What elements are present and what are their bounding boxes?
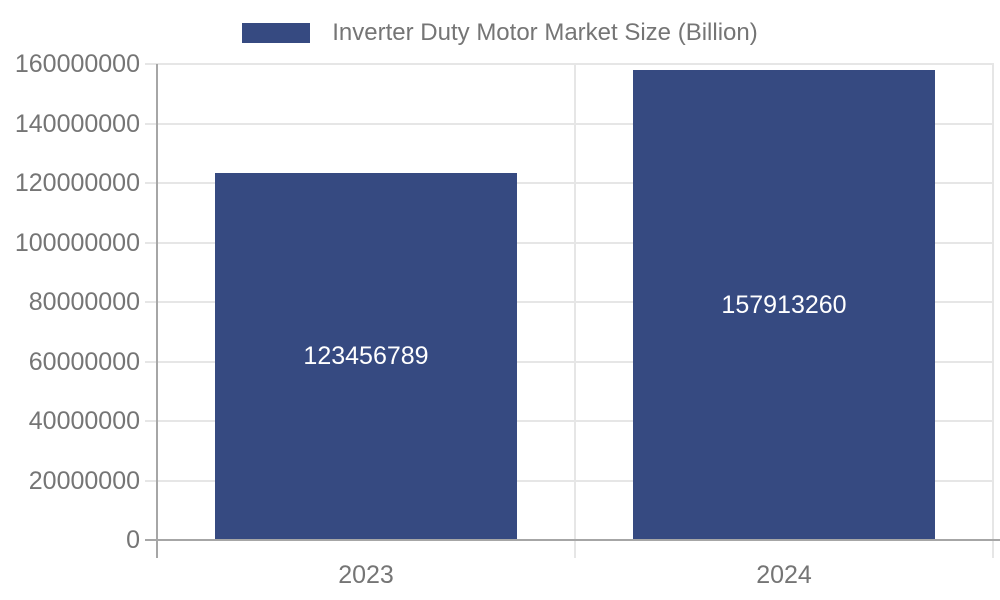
x-axis-line xyxy=(145,539,1000,541)
h-gridline xyxy=(145,241,994,244)
bar-value-label: 123456789 xyxy=(303,342,429,371)
y-tick-label: 40000000 xyxy=(28,407,140,435)
y-tick-label: 0 xyxy=(126,526,140,554)
x-tick-label: 2024 xyxy=(756,561,812,589)
y-tick-label: 60000000 xyxy=(28,347,140,376)
y-tick-label: 100000000 xyxy=(14,228,140,257)
legend-swatch-icon xyxy=(242,23,311,43)
y-tick-label: 140000000 xyxy=(14,109,140,138)
v-gridline xyxy=(574,64,576,558)
h-gridline xyxy=(145,420,994,422)
h-gridline xyxy=(145,479,994,482)
h-gridline xyxy=(145,182,994,184)
bar[interactable] xyxy=(633,70,935,540)
y-tick-label: 80000000 xyxy=(28,288,140,316)
v-gridline xyxy=(992,64,994,558)
h-gridline xyxy=(145,63,994,65)
y-tick-label: 160000000 xyxy=(14,50,140,78)
h-gridline xyxy=(145,360,994,363)
bar[interactable] xyxy=(215,172,517,540)
h-gridline xyxy=(145,122,994,125)
y-tick-label: 20000000 xyxy=(28,466,140,495)
y-tick-label: 120000000 xyxy=(14,169,140,197)
legend-label: Inverter Duty Motor Market Size (Billion… xyxy=(332,19,758,46)
bar-value-label: 157913260 xyxy=(721,291,847,320)
y-axis-line xyxy=(156,64,158,558)
h-gridline xyxy=(145,301,994,303)
x-tick-label: 2023 xyxy=(338,561,394,589)
legend[interactable]: Inverter Duty Motor Market Size (Billion… xyxy=(0,14,1000,52)
